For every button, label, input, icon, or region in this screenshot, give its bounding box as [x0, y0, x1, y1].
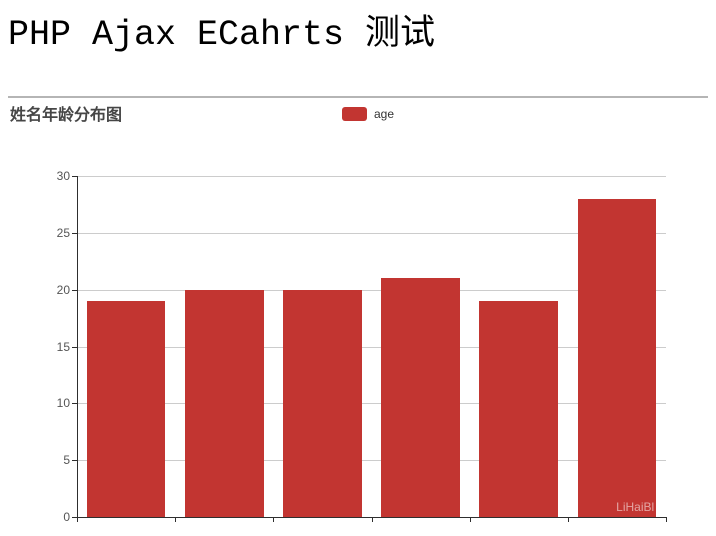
chart-canvas: 姓名年龄分布图 age 0 5 10 15 20 25 30 LiHaiBl: [8, 91, 708, 536]
y-axis-label: 25: [56, 225, 70, 240]
watermark: LiHaiBl: [616, 499, 655, 514]
y-gridline: [77, 232, 666, 234]
bar-age-5[interactable]: [479, 301, 558, 517]
y-gridline: [77, 346, 666, 348]
x-axis-tick: [567, 517, 569, 522]
x-axis-tick: [666, 517, 667, 522]
page-title: PHP Ajax ECahrts 测试: [8, 15, 436, 55]
legend-item-age[interactable]: age: [342, 107, 394, 121]
x-axis-tick: [371, 517, 373, 522]
y-axis-tick: [72, 176, 77, 177]
x-axis-tick: [175, 517, 177, 522]
bar-age-2[interactable]: [184, 289, 264, 517]
y-gridline: [77, 176, 666, 177]
y-axis-tick: [72, 517, 77, 518]
x-axis-line: [77, 517, 667, 518]
legend-marker-icon: [342, 107, 367, 121]
x-axis-tick: [273, 517, 275, 522]
y-axis-label: 5: [63, 453, 70, 468]
bar-age-6[interactable]: LiHaiBl: [577, 198, 657, 517]
y-axis-line: [77, 176, 78, 517]
bar-age-3[interactable]: [283, 289, 362, 517]
y-axis-tick: [72, 289, 77, 291]
legend-label: age: [374, 107, 395, 121]
y-gridline: [77, 403, 666, 405]
divider: [8, 96, 708, 98]
y-gridline: [77, 460, 666, 462]
y-axis-tick: [72, 232, 77, 234]
y-axis-label: 10: [56, 396, 70, 411]
x-axis-tick: [77, 517, 78, 522]
y-axis-tick: [72, 460, 77, 462]
x-axis-tick: [469, 517, 471, 522]
y-axis-label: 0: [63, 510, 70, 524]
y-axis-label: 30: [56, 169, 70, 183]
y-axis-tick: [72, 346, 77, 348]
chart-title: 姓名年龄分布图: [10, 107, 123, 124]
y-axis-label: 15: [56, 339, 70, 354]
bar-age-1[interactable]: [86, 301, 166, 517]
y-gridline: [77, 289, 666, 291]
y-axis-tick: [72, 403, 77, 405]
bar-age-4[interactable]: [381, 278, 460, 517]
y-axis-label: 20: [56, 282, 70, 297]
